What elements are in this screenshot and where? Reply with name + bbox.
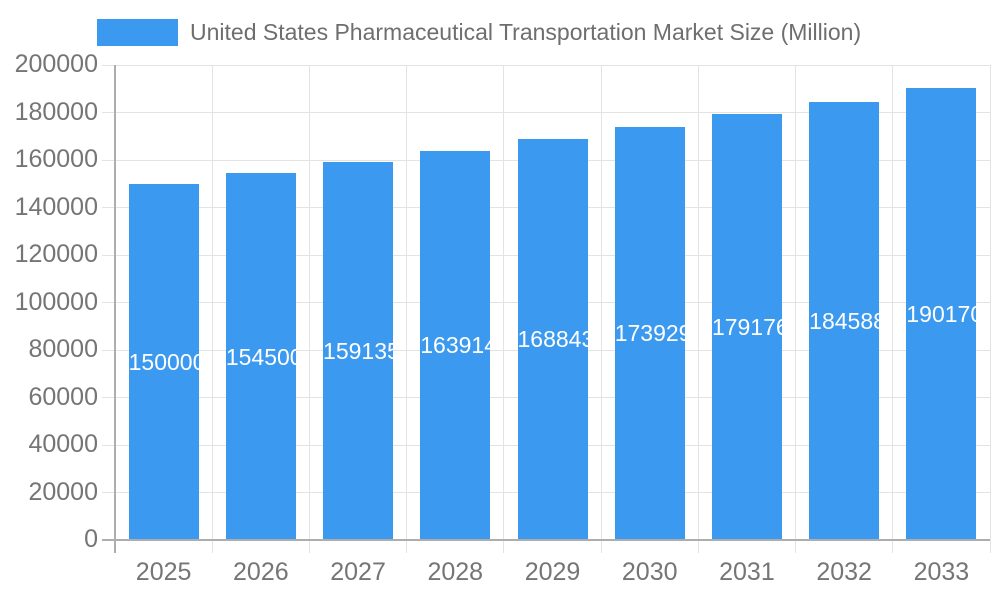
y-axis-line	[114, 65, 116, 553]
bar-value-label: 159135	[323, 338, 394, 365]
bar-2028[interactable]: 163914	[420, 150, 491, 540]
legend-color-swatch	[97, 19, 178, 46]
bar-2027[interactable]: 159135	[323, 162, 394, 540]
y-axis-tick-label: 20000	[28, 477, 98, 506]
y-axis-tick-label: 140000	[14, 192, 98, 221]
x-gridline	[892, 65, 894, 553]
x-axis-tick-label: 2028	[427, 558, 484, 586]
x-axis-tick-label: 2031	[719, 558, 775, 586]
bar-value-label: 184588	[809, 307, 880, 334]
x-axis-tick-label: 2030	[621, 558, 678, 586]
x-gridline	[697, 65, 699, 553]
x-axis-tick-label: 2025	[135, 558, 192, 586]
y-axis-tick-label: 100000	[14, 287, 98, 316]
x-gridline	[503, 65, 505, 553]
bar-value-label: 190170	[906, 301, 977, 328]
x-gridline	[211, 65, 213, 553]
bar-2029[interactable]: 168843	[517, 138, 588, 540]
y-axis-tick-label: 40000	[28, 430, 98, 458]
x-gridline	[600, 65, 602, 553]
bar-2030[interactable]: 173929	[614, 126, 685, 540]
bar-value-label: 154500	[225, 343, 296, 370]
y-axis-tick-label: 60000	[28, 382, 98, 411]
y-axis-tick-label: 0	[84, 525, 98, 553]
y-axis-tick-label: 180000	[14, 97, 98, 126]
bar-value-label: 173929	[614, 320, 685, 347]
x-axis-tick-label: 2029	[524, 558, 581, 586]
legend-item[interactable]: United States Pharmaceutical Transportat…	[97, 19, 861, 46]
x-axis-tick-label: 2026	[233, 558, 289, 586]
legend-label: United States Pharmaceutical Transportat…	[190, 19, 862, 45]
x-axis-line	[102, 539, 990, 541]
bar-value-label: 150000	[128, 348, 199, 375]
y-gridline	[102, 64, 990, 66]
y-gridline	[102, 112, 990, 113]
y-axis-tick-label: 80000	[28, 335, 98, 363]
bar-2031[interactable]: 179176	[711, 114, 782, 540]
x-gridline	[795, 65, 797, 553]
x-axis-tick-label: 2027	[330, 558, 386, 586]
bar-2025[interactable]: 150000	[128, 183, 199, 540]
bar-value-label: 163914	[420, 332, 491, 359]
bar-value-label: 179176	[711, 314, 782, 341]
x-axis-tick-label: 2033	[913, 558, 970, 586]
x-gridline	[406, 65, 408, 553]
y-axis-tick-label: 160000	[14, 145, 98, 173]
x-gridline	[308, 65, 310, 553]
x-axis-tick-label: 2032	[816, 558, 872, 586]
x-gridline	[989, 65, 991, 553]
bar-2033[interactable]: 190170	[906, 88, 977, 540]
bar-2032[interactable]: 184588	[809, 101, 880, 540]
bar-value-label: 168843	[517, 326, 588, 353]
y-axis-tick-label: 200000	[14, 50, 98, 78]
y-axis-tick-label: 120000	[14, 240, 98, 268]
bar-2026[interactable]: 154500	[225, 173, 296, 540]
